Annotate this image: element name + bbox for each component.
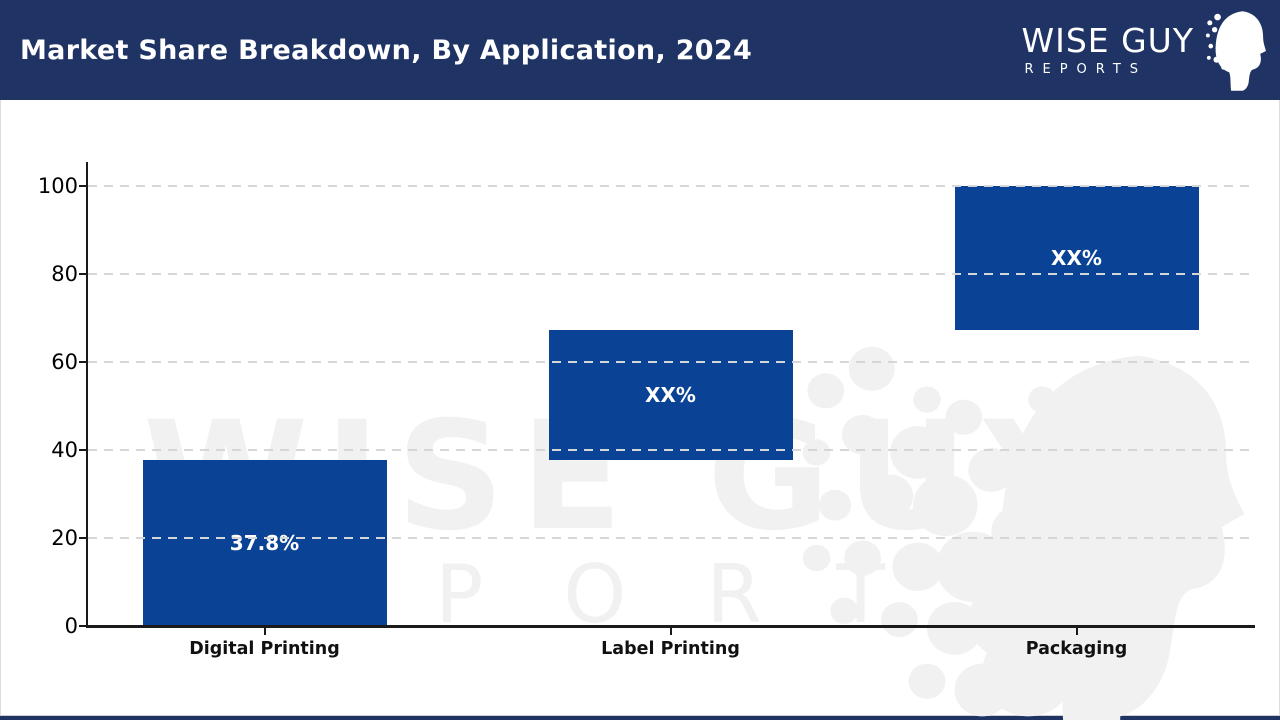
watermark-face-icon	[802, 346, 1245, 720]
watermark-wordmark: WISE GUY	[143, 390, 1109, 564]
watermark-subtext: REPORTS	[169, 548, 1096, 641]
logo-wordmark: WISE GUY	[1021, 21, 1194, 60]
wiseguy-face-icon	[1205, 11, 1266, 91]
logo-text: WISE GUY REPORTS	[1021, 21, 1194, 78]
watermark: WISE GUY REPORTS	[1, 100, 1279, 720]
header: Market Share Breakdown, By Application, …	[0, 0, 1280, 100]
logo-subtext: REPORTS	[1024, 62, 1148, 77]
chart-area: WISE GUY REPORTS	[0, 100, 1280, 720]
wiseguy-logo: WISE GUY REPORTS	[1021, 9, 1266, 91]
footer-bar	[0, 715, 1280, 720]
page-title: Market Share Breakdown, By Application, …	[20, 34, 753, 66]
